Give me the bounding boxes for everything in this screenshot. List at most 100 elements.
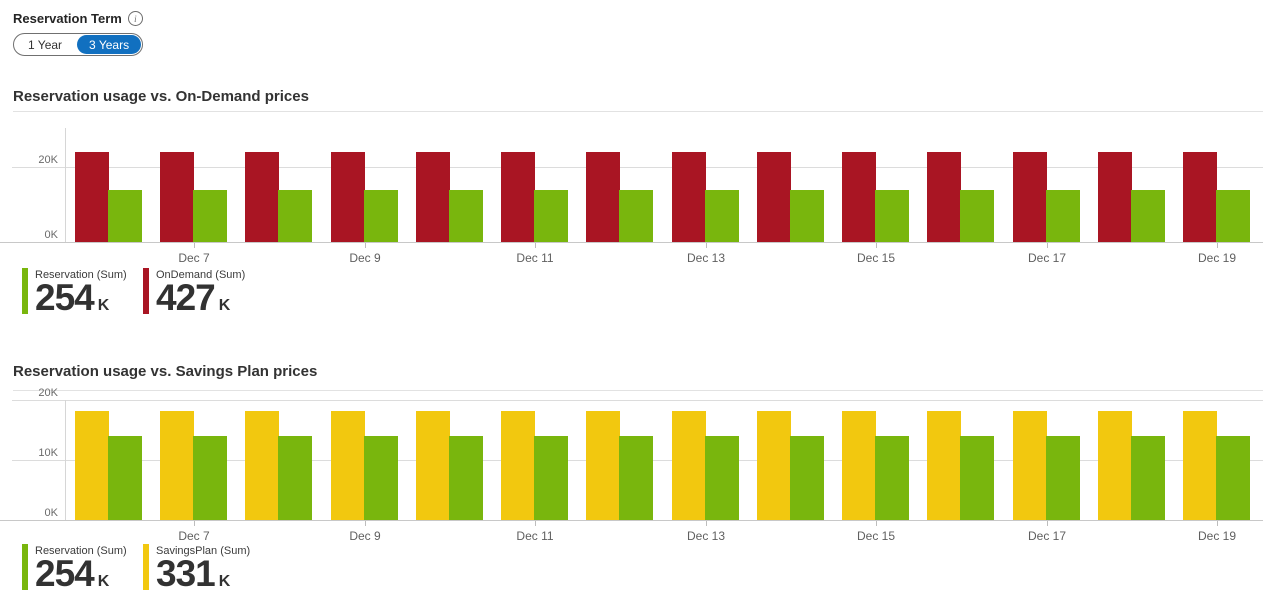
bar-savingsplan[interactable] bbox=[757, 410, 791, 520]
x-tick bbox=[194, 521, 195, 526]
x-tick bbox=[1047, 521, 1048, 526]
divider bbox=[13, 390, 1263, 391]
bar-ondemand[interactable] bbox=[245, 151, 279, 242]
bar-savingsplan[interactable] bbox=[586, 410, 620, 520]
bar-ondemand[interactable] bbox=[160, 151, 194, 242]
bar-savingsplan[interactable] bbox=[1183, 410, 1217, 520]
toggle-option-3-years[interactable]: 3 Years bbox=[77, 35, 142, 54]
bar-ondemand[interactable] bbox=[416, 151, 450, 242]
bar-reservation[interactable] bbox=[534, 189, 568, 242]
bar-chart-ondemand[interactable]: 20K 0K Dec 7 Dec 9 Dec 11 Dec 13 Dec 15 Dec 17 D… bbox=[0, 128, 1263, 265]
x-tick-label: Dec 17 bbox=[1027, 251, 1067, 265]
bar-reservation[interactable] bbox=[875, 436, 909, 520]
chart-legend-savingsplan: Reservation (Sum) 254 K SavingsPlan (Sum… bbox=[22, 544, 264, 592]
bar-reservation[interactable] bbox=[449, 436, 483, 520]
legend-item-reservation[interactable]: Reservation (Sum) 254 K bbox=[22, 544, 143, 592]
bar-reservation[interactable] bbox=[705, 436, 739, 520]
bar-savingsplan[interactable] bbox=[927, 410, 961, 520]
bar-savingsplan[interactable] bbox=[331, 410, 365, 520]
y-tick-label: 20K bbox=[38, 387, 58, 399]
bar-ondemand[interactable] bbox=[331, 151, 365, 242]
bar-reservation[interactable] bbox=[619, 189, 653, 242]
bar-savingsplan[interactable] bbox=[160, 410, 194, 520]
bar-reservation[interactable] bbox=[705, 189, 739, 242]
y-tick-label: 10K bbox=[38, 447, 58, 459]
bar-savingsplan[interactable] bbox=[1098, 410, 1132, 520]
x-tick bbox=[706, 243, 707, 248]
bar-reservation[interactable] bbox=[1216, 436, 1250, 520]
bar-ondemand[interactable] bbox=[842, 151, 876, 242]
legend-item-savingsplan[interactable]: SavingsPlan (Sum) 331 K bbox=[143, 544, 264, 592]
x-tick-label: Dec 9 bbox=[349, 251, 381, 265]
y-tick-label: 0K bbox=[44, 229, 58, 241]
bar-reservation[interactable] bbox=[1216, 189, 1250, 242]
y-axis-line bbox=[65, 128, 66, 242]
legend-swatch-savingsplan bbox=[143, 544, 149, 590]
bar-ondemand[interactable] bbox=[757, 151, 791, 242]
x-tick bbox=[1047, 243, 1048, 248]
bar-ondemand[interactable] bbox=[1013, 151, 1047, 242]
bar-savingsplan[interactable] bbox=[416, 410, 450, 520]
x-tick-label: Dec 11 bbox=[516, 251, 554, 265]
bar-ondemand[interactable] bbox=[1183, 151, 1217, 242]
reservation-term-header: Reservation Term i bbox=[13, 11, 143, 26]
bar-reservation[interactable] bbox=[875, 189, 909, 242]
legend-swatch-ondemand bbox=[143, 268, 149, 314]
bar-reservation[interactable] bbox=[1046, 436, 1080, 520]
y-tick-label: 20K bbox=[38, 154, 58, 166]
bar-ondemand[interactable] bbox=[672, 151, 706, 242]
info-icon[interactable]: i bbox=[127, 11, 143, 26]
bar-savingsplan[interactable] bbox=[501, 410, 535, 520]
bar-reservation[interactable] bbox=[108, 436, 142, 520]
bar-reservation[interactable] bbox=[790, 189, 824, 242]
bar-reservation[interactable] bbox=[364, 436, 398, 520]
bar-savingsplan[interactable] bbox=[672, 410, 706, 520]
legend-total: 254 K bbox=[35, 277, 110, 318]
bar-reservation[interactable] bbox=[278, 189, 312, 242]
chart-title-ondemand: Reservation usage vs. On-Demand prices bbox=[13, 88, 309, 105]
bar-savingsplan[interactable] bbox=[245, 410, 279, 520]
bar-savingsplan[interactable] bbox=[842, 410, 876, 520]
bar-ondemand[interactable] bbox=[75, 151, 109, 242]
x-tick bbox=[876, 243, 877, 248]
bar-reservation[interactable] bbox=[1131, 436, 1165, 520]
bar-savingsplan[interactable] bbox=[75, 410, 109, 520]
bar-chart-savingsplan[interactable]: 20K 10K 0K Dec 7 Dec 9 Dec 11 Dec 13 Dec 15 Dec … bbox=[0, 387, 1263, 543]
y-axis-line bbox=[65, 400, 66, 520]
legend-swatch-reservation bbox=[22, 544, 28, 590]
bar-reservation[interactable] bbox=[960, 436, 994, 520]
bar-savingsplan[interactable] bbox=[1013, 410, 1047, 520]
chart-title-savingsplan: Reservation usage vs. Savings Plan price… bbox=[13, 363, 318, 380]
bar-ondemand[interactable] bbox=[586, 151, 620, 242]
gridline bbox=[12, 167, 1263, 168]
reservation-term-label: Reservation Term bbox=[13, 11, 122, 26]
bar-reservation[interactable] bbox=[449, 189, 483, 242]
bar-ondemand[interactable] bbox=[1098, 151, 1132, 242]
legend-item-reservation[interactable]: Reservation (Sum) 254 K bbox=[22, 268, 143, 318]
bar-reservation[interactable] bbox=[193, 189, 227, 242]
x-tick bbox=[1217, 243, 1218, 248]
y-tick-label: 0K bbox=[44, 507, 58, 519]
legend-label: Reservation (Sum) bbox=[35, 269, 127, 281]
x-tick bbox=[365, 243, 366, 248]
bar-reservation[interactable] bbox=[108, 189, 142, 242]
x-tick bbox=[706, 521, 707, 526]
x-tick-label: Dec 13 bbox=[686, 529, 726, 543]
toggle-option-1-year[interactable]: 1 Year bbox=[14, 34, 76, 55]
x-tick bbox=[365, 521, 366, 526]
bar-reservation[interactable] bbox=[619, 436, 653, 520]
bar-ondemand[interactable] bbox=[501, 151, 535, 242]
bar-reservation[interactable] bbox=[1046, 189, 1080, 242]
bar-reservation[interactable] bbox=[364, 189, 398, 242]
bar-reservation[interactable] bbox=[790, 436, 824, 520]
x-tick-label: Dec 15 bbox=[856, 529, 896, 543]
legend-item-ondemand[interactable]: OnDemand (Sum) 427 K bbox=[143, 268, 264, 316]
bar-reservation[interactable] bbox=[960, 189, 994, 242]
bar-reservation[interactable] bbox=[1131, 189, 1165, 242]
bar-ondemand[interactable] bbox=[927, 151, 961, 242]
bar-reservation[interactable] bbox=[278, 436, 312, 520]
reservation-term-toggle: 1 Year 3 Years bbox=[13, 33, 144, 56]
bar-reservation[interactable] bbox=[534, 436, 568, 520]
bar-reservation[interactable] bbox=[193, 436, 227, 520]
chart-legend-ondemand: Reservation (Sum) 254 K OnDemand (Sum) 4… bbox=[22, 268, 264, 318]
